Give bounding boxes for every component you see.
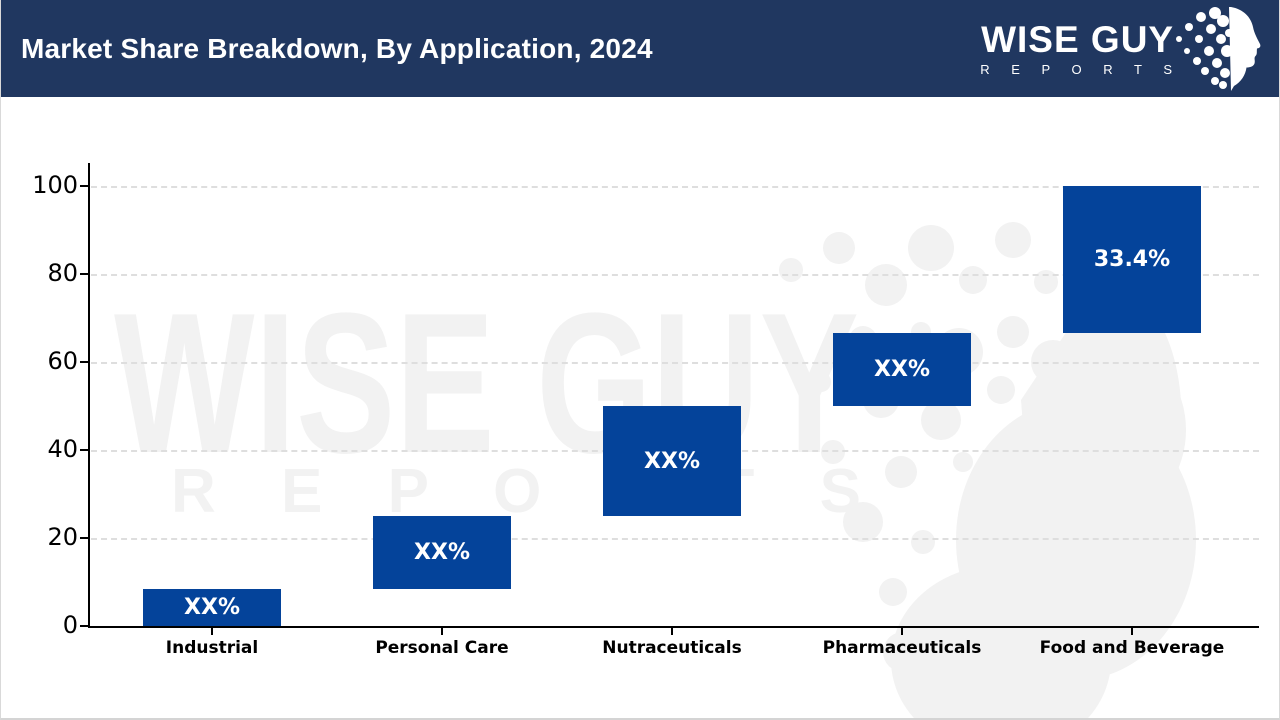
- head-profile-dots-icon: [1176, 6, 1261, 91]
- y-tick-mark-40: [80, 449, 88, 451]
- y-tick-label-40: 40: [47, 435, 78, 463]
- x-tick-mark-4: [1131, 628, 1133, 635]
- bar-value-label: XX%: [414, 540, 470, 566]
- y-tick-mark-80: [80, 273, 88, 275]
- brand-subtitle: R E P O R T S: [980, 62, 1181, 77]
- gridline-20: [91, 538, 1259, 540]
- y-tick-mark-60: [80, 361, 88, 363]
- bar-value-label: XX%: [184, 595, 240, 621]
- x-category-label-1: Personal Care: [375, 638, 509, 658]
- x-tick-mark-3: [901, 628, 903, 635]
- bar-pharmaceuticals: XX%: [833, 332, 971, 406]
- bar-value-label: XX%: [644, 448, 700, 474]
- y-tick-mark-0: [80, 625, 88, 627]
- gridline-60: [91, 362, 1259, 364]
- bar-nutraceuticals: XX%: [603, 406, 741, 516]
- brand-name: WISE GUY: [981, 19, 1175, 60]
- watermark-head-dots: [779, 222, 1196, 718]
- gridline-80: [91, 274, 1259, 276]
- y-tick-mark-20: [80, 537, 88, 539]
- y-tick-label-80: 80: [47, 259, 78, 287]
- y-axis-line: [88, 163, 90, 628]
- x-category-label-3: Pharmaceuticals: [822, 638, 982, 658]
- bar-value-label: XX%: [874, 356, 930, 382]
- brand-logo-text: WISE GUY R E P O R T S: [974, 21, 1181, 76]
- x-tick-mark-1: [441, 628, 443, 635]
- waterfall-chart: WISE GUY R E P O R T S: [1, 97, 1279, 718]
- watermark: WISE GUY R E P O R T S: [114, 222, 1196, 718]
- bar-industrial: XX%: [143, 589, 281, 626]
- x-tick-mark-2: [671, 628, 673, 635]
- gridline-100: [91, 186, 1259, 188]
- y-tick-label-20: 20: [47, 523, 78, 551]
- x-tick-mark-0: [211, 628, 213, 635]
- x-category-label-2: Nutraceuticals: [602, 638, 742, 658]
- bar-food-and-beverage: 33.4%: [1063, 186, 1201, 333]
- bar-value-label: 33.4%: [1093, 246, 1171, 272]
- watermark-text-2: R E P O R T S: [171, 457, 861, 526]
- x-axis-line: [88, 626, 1259, 628]
- brand-logo: WISE GUY R E P O R T S: [974, 5, 1263, 93]
- header-bar: Market Share Breakdown, By Application, …: [1, 0, 1279, 97]
- y-tick-label-60: 60: [47, 347, 78, 375]
- y-tick-mark-100: [80, 185, 88, 187]
- y-tick-label-0: 0: [62, 611, 78, 639]
- y-tick-label-100: 100: [32, 171, 78, 199]
- page-title: Market Share Breakdown, By Application, …: [21, 32, 653, 64]
- bar-personal-care: XX%: [373, 516, 511, 590]
- x-category-label-0: Industrial: [165, 638, 259, 658]
- x-category-label-4: Food and Beverage: [1039, 638, 1225, 658]
